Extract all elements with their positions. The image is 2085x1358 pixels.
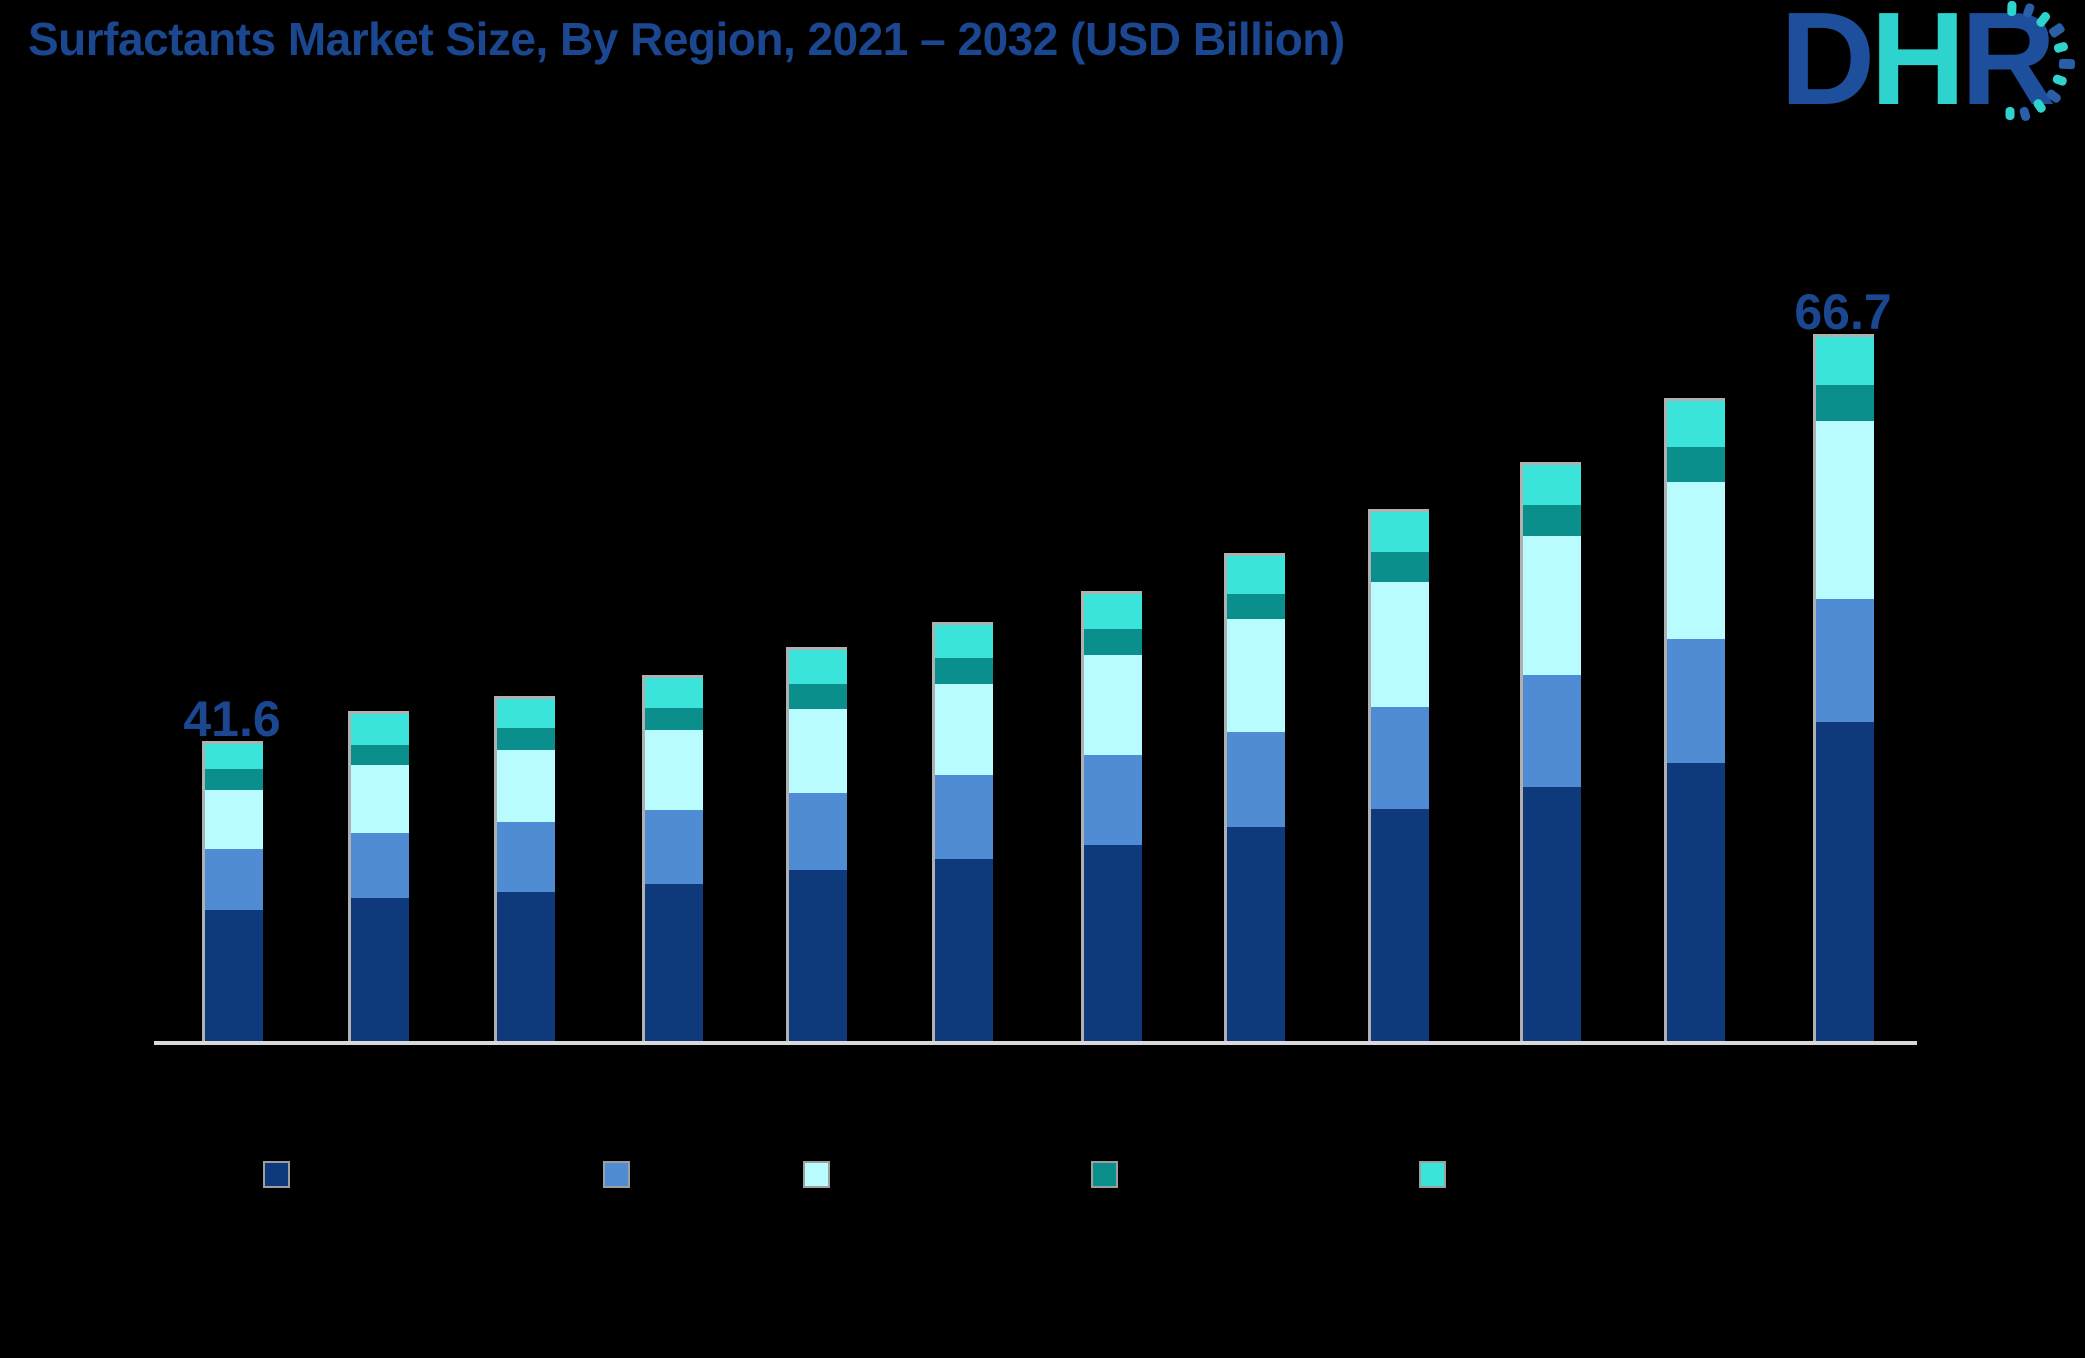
segment-series-4-teal	[789, 684, 847, 709]
segment-series-5-turquoise	[1371, 512, 1429, 552]
segment-series-4-teal	[1084, 629, 1142, 655]
legend-swatch-3	[803, 1161, 830, 1188]
segment-series-4-teal	[497, 728, 555, 750]
segment-series-1-navy	[935, 859, 993, 1041]
segment-series-2-blue	[1371, 707, 1429, 809]
segment-series-5-turquoise	[205, 744, 263, 769]
segment-series-2-blue	[497, 822, 555, 892]
segment-series-2-blue	[1816, 599, 1874, 722]
segment-series-4-teal	[1523, 505, 1581, 536]
segment-series-4-teal	[1227, 594, 1285, 619]
dhr-logo: DHR	[1780, 0, 2056, 134]
segment-series-5-turquoise	[351, 714, 409, 745]
segment-series-1-navy	[1084, 845, 1142, 1041]
segment-series-1-navy	[1816, 722, 1874, 1041]
segment-series-1-navy	[1371, 809, 1429, 1041]
segment-series-5-turquoise	[1523, 465, 1581, 505]
segment-series-4-teal	[351, 745, 409, 765]
segment-series-4-teal	[1667, 447, 1725, 482]
legend-swatch-2	[603, 1161, 630, 1188]
segment-series-2-blue	[1227, 732, 1285, 827]
segment-series-3-light-cyan	[1084, 655, 1142, 755]
segment-series-4-teal	[205, 769, 263, 790]
segment-series-5-turquoise	[1667, 401, 1725, 447]
segment-series-2-blue	[351, 833, 409, 898]
segment-series-4-teal	[1371, 552, 1429, 582]
segment-series-2-blue	[645, 810, 703, 884]
segment-series-5-turquoise	[1084, 594, 1142, 629]
segment-series-2-blue	[935, 775, 993, 859]
segment-series-5-turquoise	[497, 699, 555, 728]
bar-2031	[1664, 398, 1725, 1041]
bar-2026	[932, 622, 993, 1041]
segment-series-3-light-cyan	[497, 750, 555, 822]
bar-2027	[1081, 591, 1142, 1041]
bar-2029	[1368, 509, 1429, 1041]
segment-series-2-blue	[1523, 675, 1581, 787]
segment-series-1-navy	[497, 892, 555, 1041]
segment-series-1-navy	[205, 910, 263, 1041]
segment-series-1-navy	[1523, 787, 1581, 1041]
bar-2022	[348, 711, 409, 1041]
segment-series-3-light-cyan	[935, 684, 993, 775]
segment-series-2-blue	[1667, 639, 1725, 763]
segment-series-3-light-cyan	[1523, 536, 1581, 675]
segment-series-3-light-cyan	[645, 730, 703, 810]
segment-series-1-navy	[645, 884, 703, 1041]
legend-swatch-5	[1419, 1161, 1446, 1188]
x-axis-line	[154, 1041, 1917, 1045]
logo-letter-r: R	[1960, 0, 2056, 132]
segment-series-1-navy	[351, 898, 409, 1041]
value-label-2032: 66.7	[1794, 284, 1892, 340]
segment-series-1-navy	[1667, 763, 1725, 1041]
segment-series-5-turquoise	[1816, 337, 1874, 385]
logo-letter-d: D	[1780, 0, 1875, 132]
segment-series-4-teal	[1816, 385, 1874, 421]
segment-series-1-navy	[789, 870, 847, 1041]
segment-series-5-turquoise	[645, 678, 703, 708]
bar-2024	[642, 675, 703, 1041]
legend-swatch-4	[1091, 1161, 1118, 1188]
segment-series-3-light-cyan	[351, 765, 409, 833]
segment-series-4-teal	[935, 658, 993, 684]
bar-2025	[786, 647, 847, 1041]
logo-letter-h: H	[1870, 0, 1965, 132]
legend-swatch-1	[263, 1161, 290, 1188]
segment-series-2-blue	[205, 849, 263, 910]
segment-series-3-light-cyan	[1371, 582, 1429, 707]
chart-title: Surfactants Market Size, By Region, 2021…	[28, 13, 1345, 65]
value-label-2021: 41.6	[183, 691, 281, 747]
segment-series-3-light-cyan	[1667, 482, 1725, 639]
bar-2021	[202, 741, 263, 1041]
bar-2030	[1520, 462, 1581, 1041]
bar-2023	[494, 696, 555, 1041]
segment-series-3-light-cyan	[1816, 421, 1874, 599]
segment-series-5-turquoise	[935, 625, 993, 658]
segment-series-2-blue	[1084, 755, 1142, 845]
segment-series-3-light-cyan	[789, 709, 847, 793]
segment-series-5-turquoise	[789, 650, 847, 684]
segment-series-1-navy	[1227, 827, 1285, 1041]
segment-series-3-light-cyan	[205, 790, 263, 849]
segment-series-5-turquoise	[1227, 556, 1285, 594]
bar-2028	[1224, 553, 1285, 1041]
segment-series-3-light-cyan	[1227, 619, 1285, 732]
bar-2032	[1813, 334, 1874, 1041]
segment-series-4-teal	[645, 708, 703, 730]
segment-series-2-blue	[789, 793, 847, 870]
